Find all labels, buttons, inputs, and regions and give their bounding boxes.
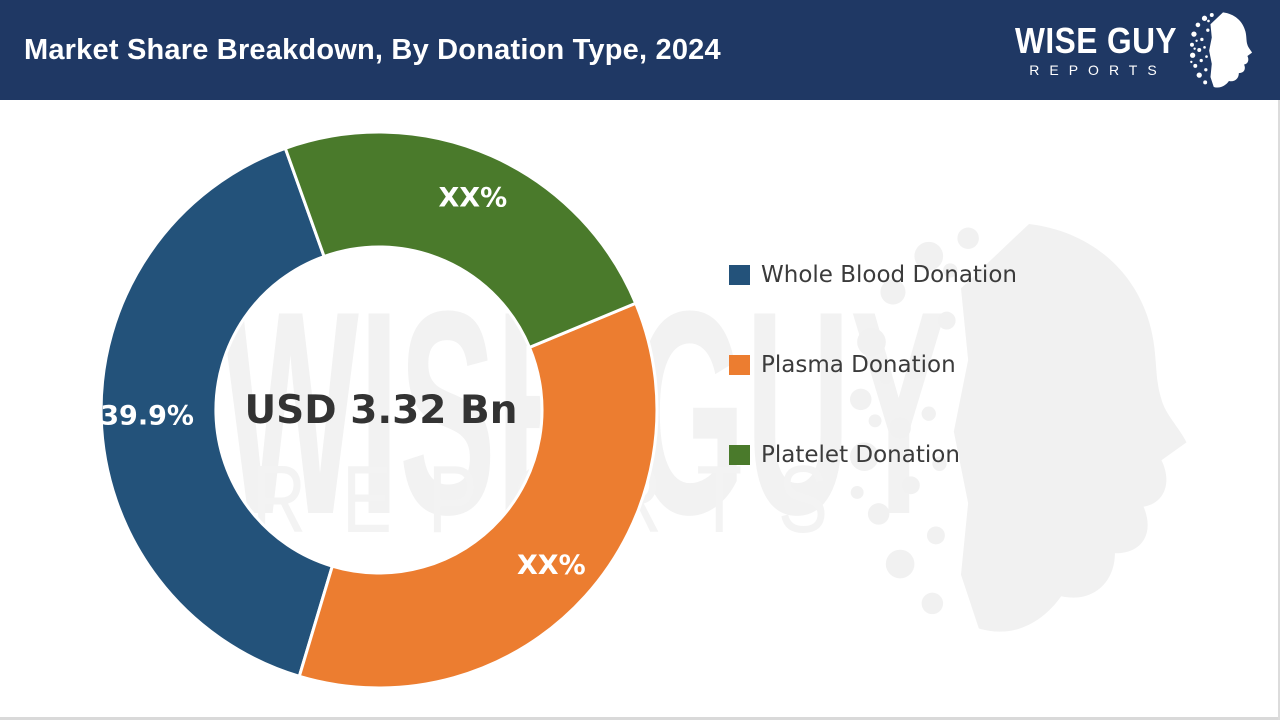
- logo-wordmark: WISE GUY: [1015, 19, 1177, 61]
- slice-label-2: XX%: [438, 182, 507, 213]
- chart-legend: Whole Blood Donation Plasma Donation Pla…: [729, 261, 1017, 531]
- legend-swatch-icon: [729, 444, 750, 465]
- page-title: Market Share Breakdown, By Donation Type…: [24, 33, 721, 66]
- slice-label-1: XX%: [517, 550, 586, 581]
- bottom-divider: [0, 717, 1280, 720]
- header-bar: Market Share Breakdown, By Donation Type…: [0, 0, 1280, 100]
- legend-label: Plasma Donation: [761, 351, 956, 378]
- donut-segment-0: [99, 146, 334, 678]
- legend-item-platelet-donation: Platelet Donation: [729, 441, 1017, 468]
- legend-swatch-icon: [729, 354, 750, 375]
- logo-subtitle: REPORTS: [1029, 61, 1167, 78]
- legend-item-plasma-donation: Plasma Donation: [729, 351, 1017, 378]
- wiseguy-face-icon: [1190, 10, 1256, 90]
- legend-swatch-icon: [729, 264, 750, 285]
- right-divider: [1278, 100, 1280, 720]
- donut-center-value: USD 3.32 Bn: [244, 388, 518, 433]
- legend-label: Platelet Donation: [761, 441, 960, 468]
- donut-segment-1: [297, 301, 659, 690]
- legend-label: Whole Blood Donation: [761, 261, 1017, 288]
- donut-segment-2: [283, 130, 638, 349]
- legend-item-whole-blood-donation: Whole Blood Donation: [729, 261, 1017, 288]
- wiseguy-logo-text: WISE GUY REPORTS: [1004, 19, 1188, 78]
- wiseguy-logo: WISE GUY REPORTS: [1004, 10, 1256, 90]
- slice-label-0: 39.9%: [100, 401, 194, 432]
